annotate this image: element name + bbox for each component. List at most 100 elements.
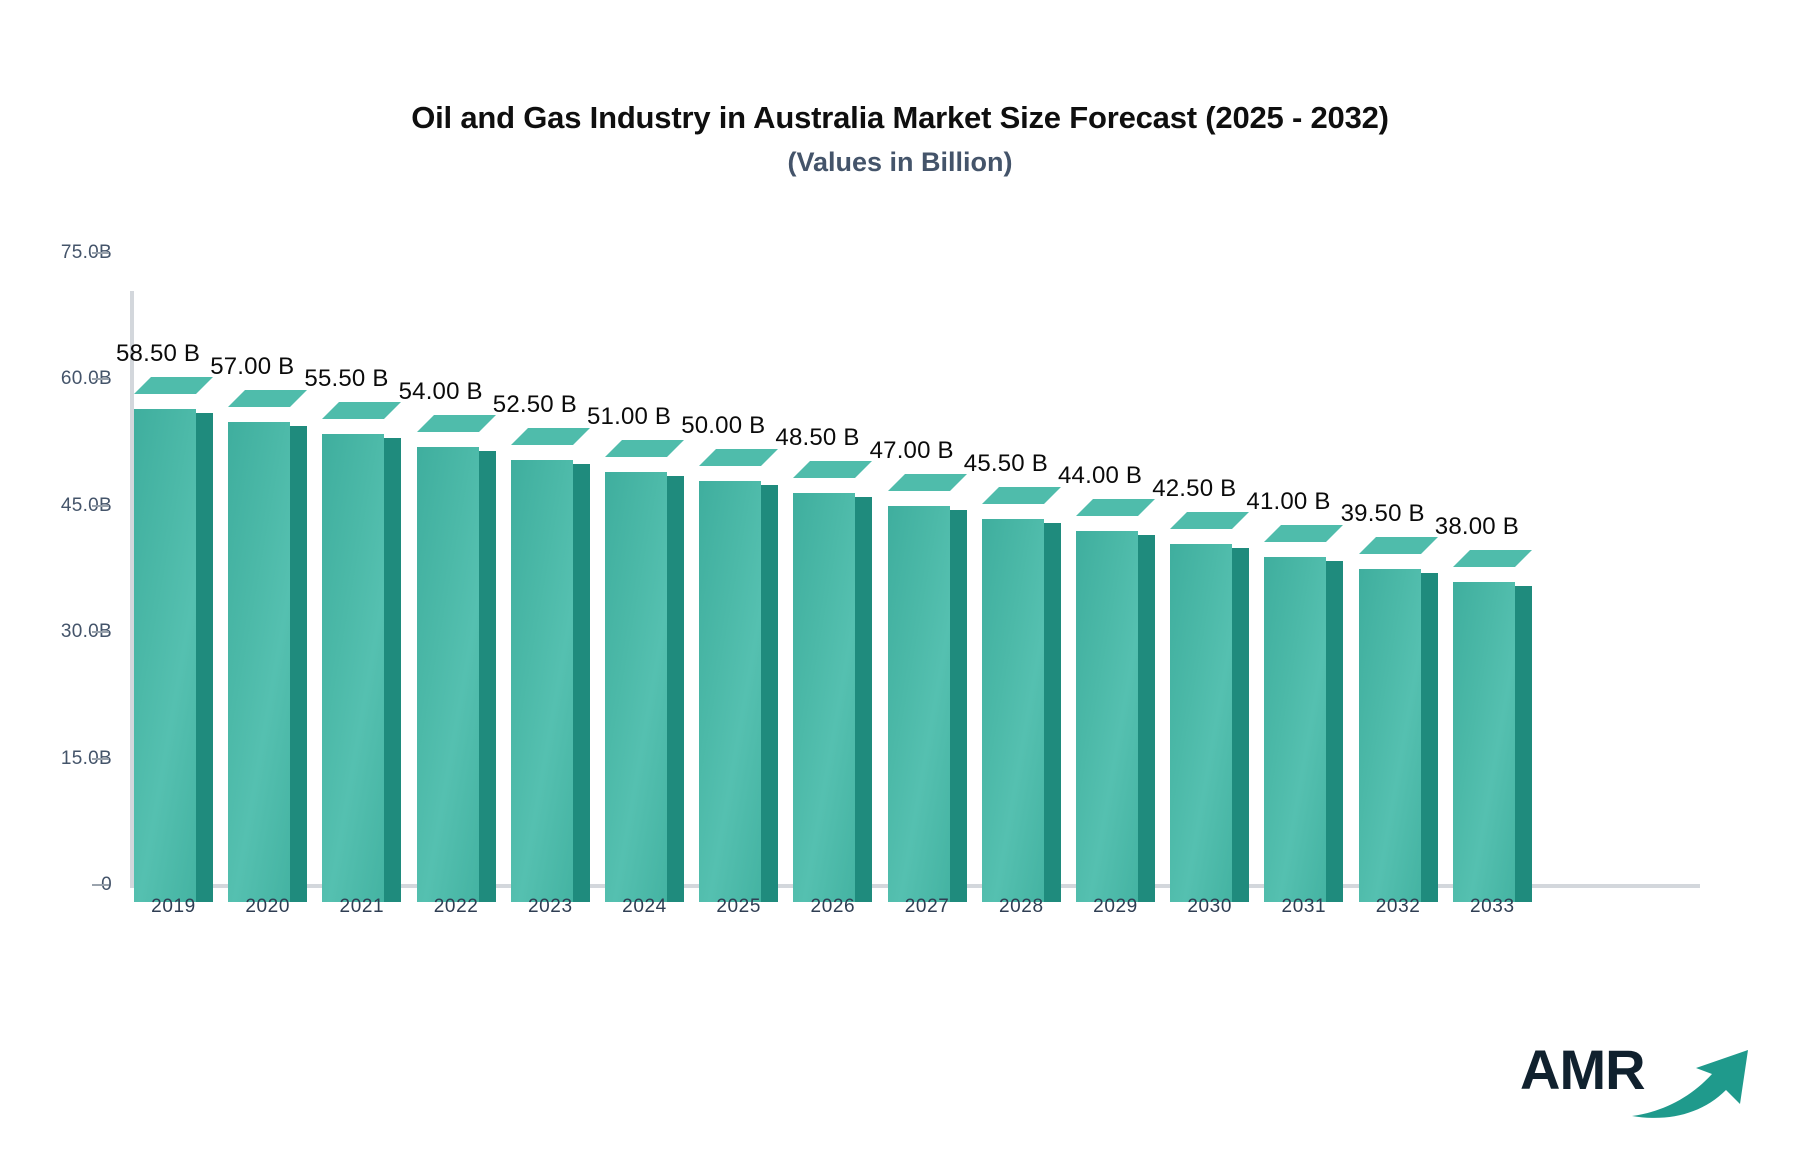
- x-axis-tick-label: 2032: [1375, 896, 1421, 917]
- bar[interactable]: [228, 389, 308, 902]
- y-axis-tick-mark: [92, 378, 109, 381]
- bar-value-label: 54.00 B: [398, 377, 483, 405]
- y-axis-tick-label: 30.0B: [60, 621, 112, 643]
- y-axis-tick-label: 15.0B: [60, 747, 112, 769]
- x-axis-tick-label: 2031: [1281, 896, 1327, 917]
- growth-arrow-icon: [1632, 1050, 1748, 1118]
- bar[interactable]: [793, 461, 873, 902]
- bar-side-face: [761, 484, 779, 902]
- bar-side-face: [1420, 573, 1438, 902]
- bar-value-label: 52.50 B: [492, 390, 577, 418]
- bar-top-face: [416, 414, 496, 432]
- x-axis-tick-label: 2026: [810, 896, 856, 917]
- bar-front-face: [887, 505, 950, 902]
- bar-front-face: [605, 472, 667, 902]
- bar[interactable]: [1076, 499, 1155, 902]
- bar-top-face: [793, 461, 873, 479]
- bar[interactable]: [1358, 537, 1438, 902]
- x-axis-tick-label: 2033: [1469, 896, 1515, 917]
- y-axis-line: [130, 291, 134, 885]
- bar-value-label: 39.50 B: [1340, 500, 1425, 528]
- bar-front-face: [981, 518, 1044, 902]
- x-axis-tick-label: 2022: [433, 896, 479, 917]
- bar-side-face: [384, 438, 402, 902]
- y-axis-tick-label: 60.0B: [60, 368, 112, 390]
- bar-value-label: 48.50 B: [775, 424, 860, 452]
- bar-side-face: [949, 509, 967, 902]
- bar-top-face: [699, 448, 779, 466]
- bar-side-face: [1232, 547, 1250, 902]
- y-axis-tick-mark: [92, 884, 109, 886]
- bar-side-face: [1514, 585, 1532, 902]
- y-axis-tick-label: 45.0B: [60, 494, 112, 516]
- bar-top-face: [322, 402, 402, 420]
- bar-value-label: 50.00 B: [681, 411, 766, 439]
- amr-logo: AMR: [1520, 1040, 1760, 1126]
- bar[interactable]: [1264, 524, 1344, 902]
- bar-side-face: [855, 497, 873, 902]
- bar-top-face: [1358, 537, 1438, 555]
- bar-side-face: [1043, 522, 1061, 902]
- bar-front-face: [322, 434, 385, 902]
- bar[interactable]: [1170, 511, 1250, 902]
- bar[interactable]: [134, 377, 213, 902]
- bar-top-face: [1452, 549, 1532, 567]
- bar-value-label: 47.00 B: [869, 436, 954, 464]
- y-axis-tick-mark: [92, 631, 109, 634]
- bar-side-face: [196, 413, 213, 902]
- chart-title-block: Oil and Gas Industry in Australia Market…: [0, 96, 1800, 182]
- bar-front-face: [228, 421, 291, 902]
- bar[interactable]: [887, 473, 967, 902]
- page-title: Oil and Gas Industry in Australia Market…: [411, 100, 1389, 135]
- x-axis-tick-label: 2023: [527, 896, 573, 917]
- bar[interactable]: [605, 440, 684, 902]
- y-axis-tick-label: 75.0B: [60, 242, 112, 263]
- bar-value-label: 44.00 B: [1058, 462, 1143, 490]
- bar-top-face: [1264, 524, 1344, 542]
- x-axis-tick-label: 2030: [1187, 896, 1233, 917]
- bar-side-face: [290, 425, 308, 902]
- bar-value-label: 58.50 B: [116, 340, 201, 368]
- bar-front-face: [1358, 569, 1421, 902]
- bar-value-label: 55.50 B: [304, 365, 389, 393]
- amr-logo-text: AMR: [1520, 1038, 1646, 1101]
- y-axis-tick-mark: [92, 504, 109, 507]
- bar-side-face: [1138, 535, 1155, 902]
- bar-front-face: [134, 409, 196, 902]
- x-axis-tick-label: 2024: [622, 896, 667, 917]
- bar-front-face: [1076, 531, 1138, 902]
- bar-side-face: [478, 450, 496, 902]
- bar-top-face: [1170, 511, 1250, 529]
- bar-value-label: 38.00 B: [1434, 512, 1519, 540]
- x-axis-tick-label: 2027: [904, 896, 950, 917]
- bar-value-label: 42.50 B: [1152, 474, 1237, 502]
- chart-subtitle: (Values in Billion): [787, 147, 1013, 177]
- bar-value-label: 45.50 B: [963, 449, 1048, 477]
- bar-front-face: [1170, 543, 1233, 902]
- bar-front-face: [510, 459, 573, 902]
- y-axis-tick-mark: [92, 252, 109, 254]
- bar-top-face: [134, 377, 213, 395]
- x-axis-tick-label: 2025: [716, 896, 762, 917]
- x-axis-tick-label: 2028: [998, 896, 1044, 917]
- bar-top-face: [1076, 499, 1155, 517]
- bar-top-face: [887, 473, 967, 491]
- x-axis-tick-label: 2019: [151, 896, 196, 917]
- bar-value-label: 51.00 B: [587, 403, 672, 431]
- bar[interactable]: [981, 486, 1061, 902]
- x-axis-tick-label: 2029: [1093, 896, 1138, 917]
- bar-front-face: [699, 480, 762, 902]
- bar[interactable]: [1452, 549, 1532, 902]
- bar[interactable]: [510, 427, 590, 902]
- bar[interactable]: [699, 448, 779, 902]
- x-axis-tick-label: 2020: [245, 896, 291, 917]
- bar-top-face: [228, 389, 308, 407]
- bar[interactable]: [416, 414, 496, 902]
- bar-top-face: [981, 486, 1061, 504]
- y-axis-tick-mark: [92, 757, 109, 760]
- bar-top-face: [510, 427, 590, 445]
- bar[interactable]: [322, 402, 402, 902]
- bar-value-label: 41.00 B: [1246, 487, 1331, 515]
